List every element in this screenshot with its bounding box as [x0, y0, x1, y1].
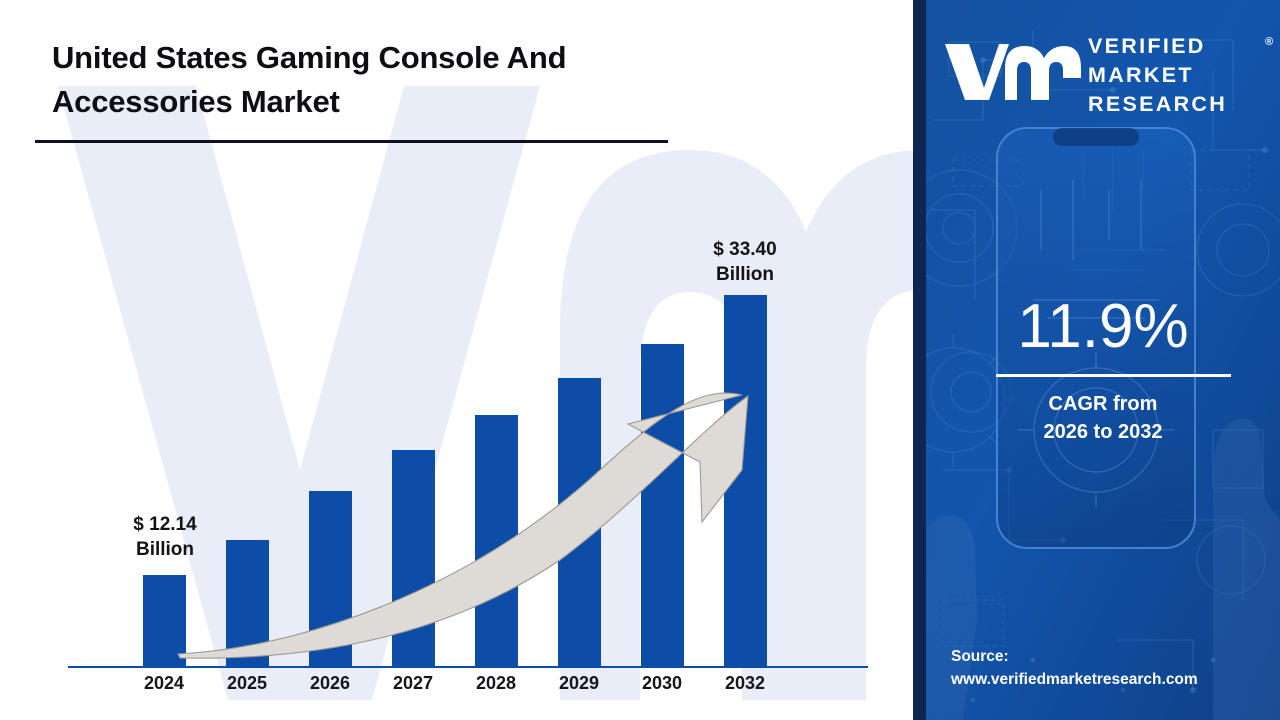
registered-trademark-icon: ® — [1265, 36, 1274, 48]
bar-2032 — [724, 295, 767, 667]
x-tick-2030: 2030 — [641, 673, 683, 693]
cagr-caption: CAGR from 2026 to 2032 — [926, 390, 1280, 447]
x-tick-2025: 2025 — [226, 673, 268, 693]
value-label-2032-unit: Billion — [715, 264, 775, 286]
page-title: United States Gaming Console And Accesso… — [52, 40, 567, 120]
x-tick-2024: 2024 — [143, 673, 185, 693]
bar-2026 — [309, 491, 352, 667]
x-tick-2028: 2028 — [475, 673, 517, 693]
x-axis-line — [68, 666, 868, 668]
panel-left-edge — [913, 0, 926, 720]
brand-panel: VERIFIED MARKET RESEARCH ® 11.9% CAGR fr… — [913, 0, 1280, 720]
tech-background-graphic — [913, 0, 1280, 720]
x-tick-2029: 2029 — [558, 673, 600, 693]
value-label-2032: $ 33.40 Billion — [675, 237, 815, 287]
cagr-divider — [996, 374, 1231, 377]
logo-line-research: RESEARCH — [1088, 91, 1228, 116]
logo-line-verified: VERIFIED — [1088, 34, 1206, 58]
vmr-logo: VERIFIED MARKET RESEARCH ® — [933, 30, 1273, 116]
cagr-value: 11.9% — [1017, 292, 1189, 361]
cagr-caption-line2: 2026 to 2032 — [1043, 421, 1163, 444]
vmr-logo-text: VERIFIED MARKET RESEARCH — [1088, 32, 1227, 118]
source-block: Source: www.verifiedmarketresearch.com — [951, 645, 1271, 692]
bar-2030 — [641, 344, 684, 667]
title-underline — [35, 140, 668, 143]
source-url[interactable]: www.verifiedmarketresearch.com — [951, 671, 1198, 689]
value-label-2024: $ 12.14 Billion — [95, 512, 235, 562]
bar-2027 — [392, 450, 435, 667]
bar-2028 — [475, 415, 518, 667]
x-tick-2032: 2032 — [724, 673, 766, 693]
x-tick-2026: 2026 — [309, 673, 351, 693]
chart-panel: United States Gaming Console And Accesso… — [35, 40, 913, 700]
bar-2024 — [143, 575, 186, 667]
value-label-2024-unit: Billion — [135, 539, 195, 561]
value-label-2024-amount: $ 12.14 — [133, 514, 197, 535]
value-label-2032-amount: $ 33.40 — [713, 239, 777, 260]
growth-arrow-icon — [177, 392, 749, 659]
x-tick-2027: 2027 — [392, 673, 434, 693]
cagr-caption-line1: CAGR from — [1048, 393, 1158, 415]
bar-chart: $ 12.14 Billion $ 33.40 Billion 2024 202… — [68, 237, 868, 693]
logo-line-market: MARKET — [1088, 62, 1194, 87]
bar-2029 — [558, 378, 601, 667]
source-label: Source: — [951, 648, 1009, 665]
vmr-monogram-icon — [945, 44, 1081, 100]
